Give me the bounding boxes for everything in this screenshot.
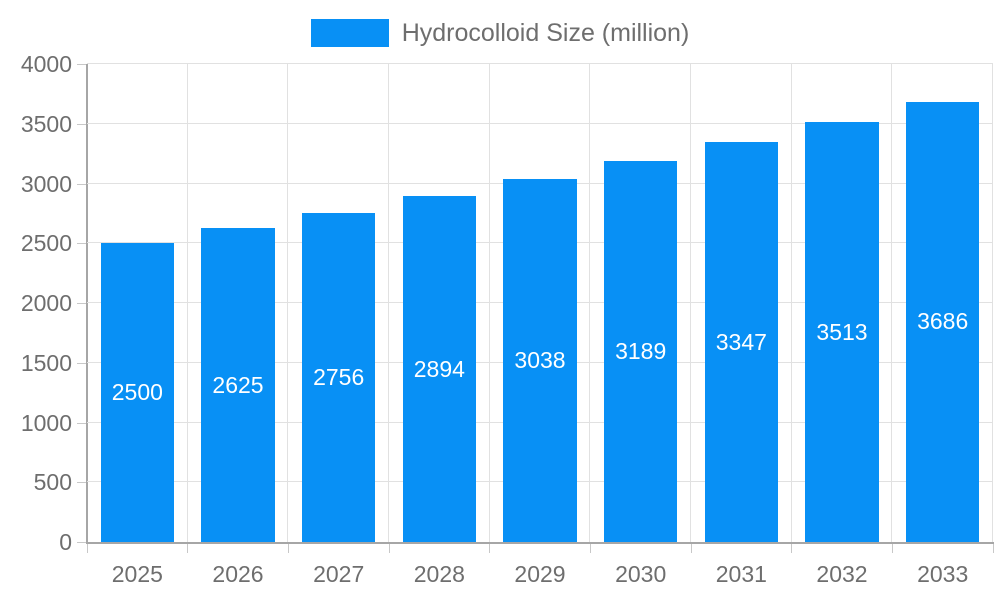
legend-label: Hydrocolloid Size (million) [401, 18, 690, 47]
y-tick-label: 1000 [20, 409, 72, 436]
bar-value-label: 2500 [111, 379, 163, 406]
x-tick-mark [86, 544, 88, 553]
grid-line-v [589, 64, 591, 542]
bar-value-label: 2894 [413, 355, 465, 382]
grid-line-v [790, 64, 792, 542]
grid-line-v [690, 64, 691, 542]
bar[interactable]: 3686 [905, 101, 980, 542]
x-tick-mark [287, 544, 289, 553]
x-tick-label: 2026 [212, 561, 264, 587]
x-tick-label: 2030 [615, 561, 667, 587]
bar-value-label: 2625 [212, 371, 264, 398]
bar[interactable]: 3513 [805, 122, 879, 542]
y-tick-label: 1500 [20, 349, 72, 376]
bar[interactable]: 2625 [201, 228, 275, 542]
y-tick-mark [77, 482, 86, 484]
y-tick-label: 3000 [20, 170, 72, 197]
bar[interactable]: 2500 [100, 243, 175, 542]
y-tick-label: 4000 [20, 51, 72, 77]
y-axis-line [86, 64, 88, 544]
legend-swatch-icon [310, 19, 389, 47]
y-tick-label: 500 [33, 469, 72, 496]
grid-line-v [388, 64, 389, 542]
y-tick-label: 0 [59, 529, 72, 555]
bar-value-label: 2756 [313, 363, 365, 390]
bar-value-label: 3686 [917, 308, 969, 335]
x-tick-mark [791, 544, 793, 553]
x-tick-label: 2028 [413, 561, 465, 587]
x-tick-label: 2033 [917, 561, 969, 587]
x-tick-label: 2032 [816, 561, 868, 587]
x-tick-label: 2027 [313, 561, 365, 587]
y-tick-label: 2500 [20, 230, 72, 257]
x-tick-mark [388, 544, 390, 553]
x-tick-mark [992, 544, 994, 553]
x-tick-mark [187, 544, 189, 553]
x-tick-label: 2029 [514, 561, 566, 587]
y-tick-mark [77, 362, 86, 364]
bar-value-label: 3038 [514, 346, 566, 373]
bar[interactable]: 3347 [704, 142, 779, 542]
grid-line-v [992, 64, 993, 542]
y-tick-mark [77, 123, 86, 125]
y-tick-mark [77, 422, 86, 424]
bar-value-label: 3189 [615, 337, 667, 364]
grid-line-v [186, 64, 188, 542]
legend[interactable]: Hydrocolloid Size (million) [0, 17, 1000, 49]
x-tick-mark [891, 544, 893, 553]
grid-line-v [488, 64, 490, 542]
grid-line-v [287, 64, 289, 542]
y-tick-label: 3500 [20, 110, 72, 137]
grid-line-v [891, 64, 893, 542]
x-tick-mark [489, 544, 491, 553]
grid-line-h [87, 63, 993, 64]
bar[interactable]: 2894 [402, 196, 477, 542]
bar-value-label: 3347 [715, 328, 767, 355]
x-tick-mark [589, 544, 591, 553]
plot-area: 2500 2625 2756 2894 3038 3189 3347 3513 3686 [87, 63, 993, 542]
bar[interactable]: 2756 [301, 212, 376, 542]
y-tick-mark [77, 542, 86, 543]
bar-value-label: 3513 [816, 318, 868, 345]
x-tick-label: 2031 [715, 561, 767, 587]
y-tick-label: 2000 [20, 290, 72, 316]
grid-line-h [87, 122, 993, 124]
x-tick-label: 2025 [111, 561, 163, 587]
y-tick-mark [77, 64, 86, 65]
x-axis-line [86, 542, 994, 544]
y-tick-mark [77, 303, 86, 304]
x-tick-mark [690, 544, 692, 553]
bar[interactable]: 3189 [603, 160, 678, 542]
y-tick-mark [77, 183, 86, 185]
bar[interactable]: 3038 [503, 178, 577, 542]
y-tick-mark [77, 243, 86, 245]
